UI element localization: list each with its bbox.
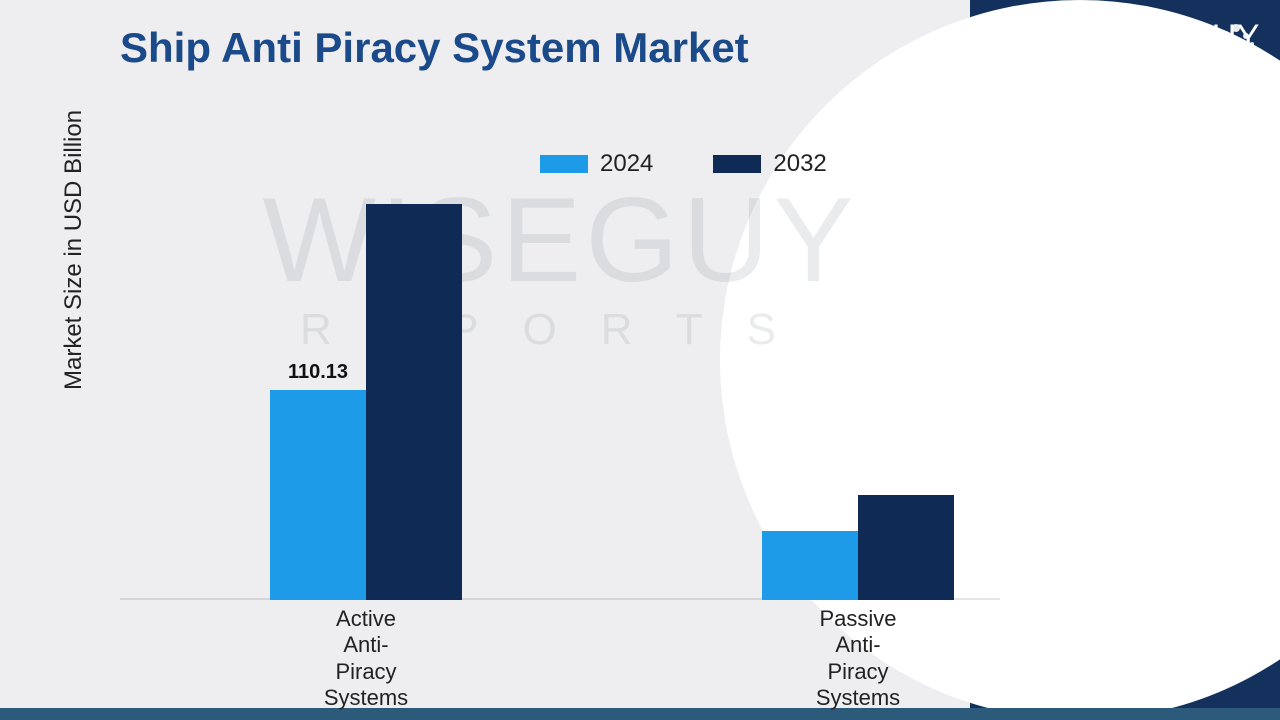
legend-swatch — [540, 155, 588, 173]
legend-label: 2032 — [773, 150, 826, 178]
category-label: Active Anti-Piracy Systems — [318, 606, 414, 712]
y-axis-label: Market Size in USD Billion — [60, 110, 88, 390]
logo-head-icon — [1206, 16, 1266, 76]
legend-item: 2024 — [540, 150, 653, 178]
bar-group: 110.13Active Anti-Piracy Systems — [270, 204, 462, 600]
bar — [762, 531, 858, 600]
legend: 2024 2032 — [540, 150, 827, 178]
chart-title: Ship Anti Piracy System Market — [120, 24, 749, 72]
legend-item: 2032 — [713, 150, 826, 178]
bar: 110.13 — [270, 390, 366, 600]
plot-area: 110.13Active Anti-Piracy Systems Passive … — [120, 200, 1000, 600]
category-label: Passive Anti-Piracy Systems — [810, 606, 906, 712]
bar — [858, 495, 954, 600]
brand-logo: WISEGUY REPORTS — [1096, 20, 1260, 70]
legend-label: 2024 — [600, 150, 653, 178]
legend-swatch — [713, 155, 761, 173]
bar-group: Passive Anti-Piracy Systems — [762, 495, 954, 600]
bar-value-label: 110.13 — [288, 361, 348, 384]
bar — [366, 204, 462, 600]
bottom-bar — [0, 708, 1280, 720]
